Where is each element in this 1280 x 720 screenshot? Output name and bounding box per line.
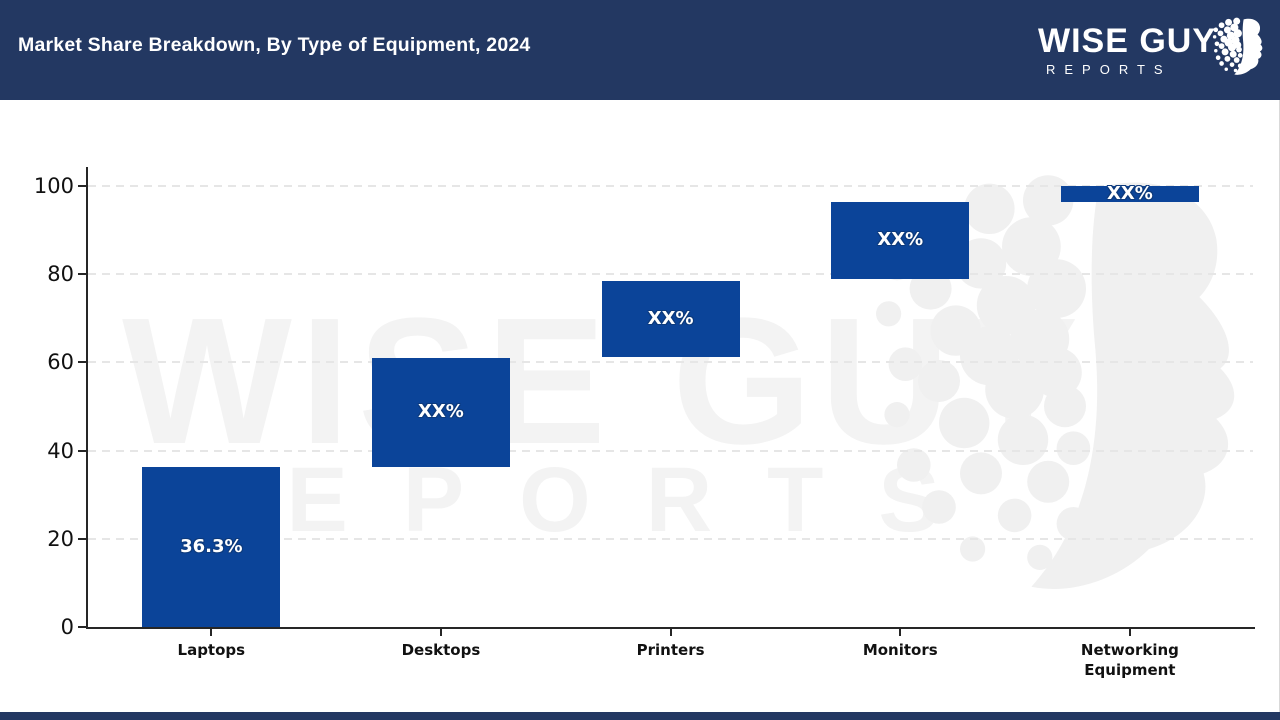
wiseguy-logo: WISE GUY REPORTS [1010, 0, 1270, 100]
y-axis-label-0: 0 [60, 615, 74, 639]
x-axis-line [86, 627, 1255, 629]
bar-laptops [142, 466, 281, 627]
x-axis-tick-2 [669, 629, 672, 636]
bar-value-label: XX% [418, 401, 464, 423]
gridline-60 [88, 361, 1253, 364]
x-axis-tick-4 [1128, 629, 1131, 636]
y-axis-label-60: 60 [47, 350, 74, 375]
bar-networking-equipment [1060, 186, 1199, 202]
x-axis-category-label: Laptops [177, 641, 246, 659]
y-axis-tick-100 [78, 185, 86, 187]
x-axis-tick-1 [439, 629, 442, 636]
logo-subtext: REPORTS [1046, 62, 1172, 77]
x-axis-category-label: Desktops [401, 641, 481, 659]
bar-value-label: XX% [877, 229, 924, 251]
gridline-80 [88, 273, 1253, 276]
logo-wordmark: WISE GUY [1038, 22, 1217, 60]
x-axis-tick-0 [210, 629, 213, 636]
y-axis-tick-60 [78, 361, 86, 364]
y-axis-tick-0 [78, 626, 86, 628]
x-axis-category-label: Networking Equipment [1080, 641, 1179, 679]
x-axis-tick-3 [899, 629, 902, 636]
y-axis-label-100: 100 [33, 174, 74, 198]
footer-bar [0, 712, 1280, 720]
bar-monitors [831, 201, 970, 279]
y-axis-label-20: 20 [47, 526, 74, 551]
header-bar: Market Share Breakdown, By Type of Equip… [0, 0, 1280, 100]
gridline-100 [88, 185, 1253, 187]
bar-desktops [371, 357, 510, 467]
y-axis-tick-80 [78, 273, 86, 276]
wiseguy-head-icon [1212, 17, 1263, 75]
y-axis-line [86, 167, 88, 629]
bar-value-label: 36.3% [180, 535, 243, 557]
chart-area: WISE GUY REPORTS 0 20 40 60 80 100 36.3% Laptop… [0, 100, 1280, 712]
y-axis-tick-40 [78, 449, 86, 452]
watermark-subtext: REPORTS [165, 449, 995, 551]
bar-value-label: XX% [1106, 182, 1153, 204]
x-axis-category-label: Printers [636, 641, 705, 659]
x-axis-category-label: Monitors [862, 641, 938, 659]
bar-printers [601, 281, 740, 357]
gridline-20 [88, 537, 1253, 540]
y-axis-label-80: 80 [47, 262, 74, 287]
y-axis-label-40: 40 [47, 438, 74, 463]
y-axis-tick-20 [78, 537, 86, 540]
bar-value-label: XX% [647, 307, 694, 329]
gridline-40 [88, 449, 1253, 452]
chart-title: Market Share Breakdown, By Type of Equip… [18, 34, 531, 56]
